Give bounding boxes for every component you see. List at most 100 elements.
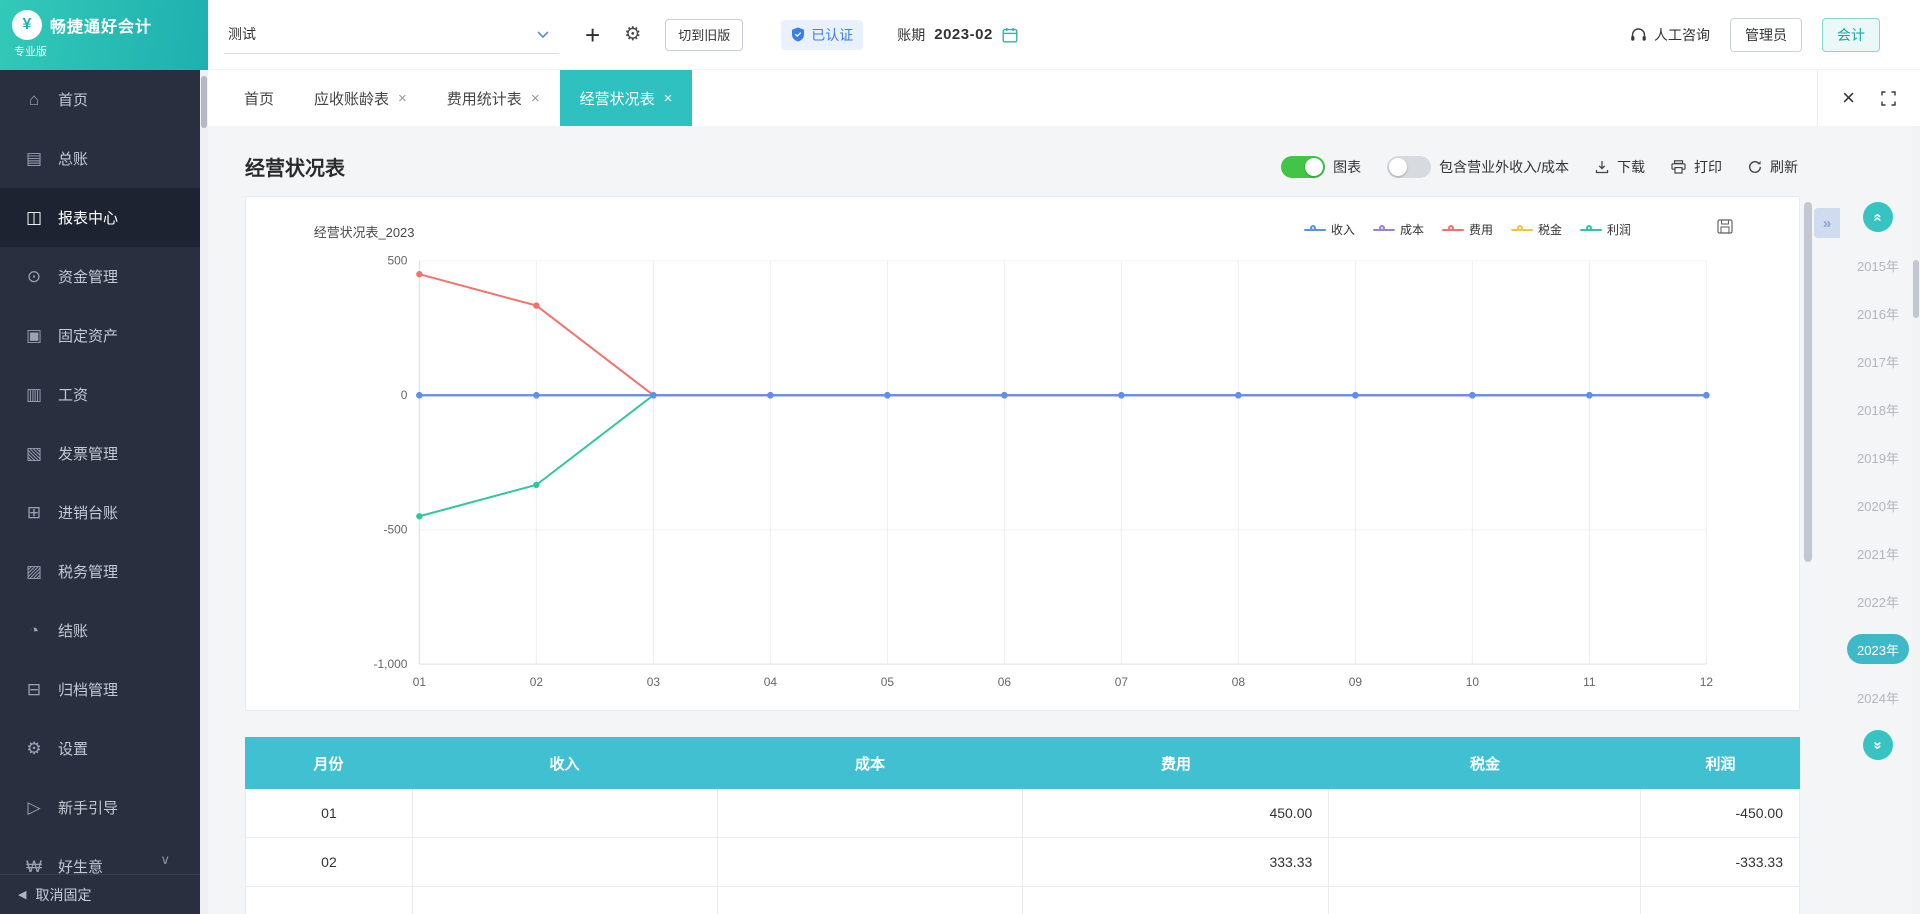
tab-home[interactable]: 首页: [224, 70, 294, 126]
table-cell: [413, 887, 718, 914]
svg-text:10: 10: [1466, 675, 1480, 689]
tabs: 首页 应收账龄表 × 费用统计表 × 经营状况表 ×: [208, 70, 693, 126]
calendar-icon[interactable]: [1002, 27, 1018, 43]
app-logo-icon: ¥: [12, 10, 42, 40]
svg-text:11: 11: [1583, 675, 1596, 689]
collapse-year-panel-button[interactable]: »: [1814, 208, 1840, 238]
year-scroll-down-button[interactable]: »: [1863, 730, 1893, 760]
sidebar-scrollbar[interactable]: [200, 70, 208, 914]
sidebar-item-label: 总账: [58, 151, 89, 168]
print-label: 打印: [1694, 159, 1722, 175]
sidebar-item-fixed-assets[interactable]: ▣ 固定资产: [0, 306, 200, 365]
company-selector[interactable]: 测试: [224, 16, 559, 54]
close-panel-icon[interactable]: ×: [1842, 85, 1855, 110]
sidebar-item-label: 资金管理: [58, 269, 119, 286]
sidebar-item-label: 发票管理: [58, 446, 119, 463]
sidebar-more-chevron-icon[interactable]: ∨: [160, 852, 170, 867]
table-cell: 333.33: [1023, 838, 1330, 886]
legend-item[interactable]: 成本: [1372, 221, 1424, 238]
period-value[interactable]: 2023-02: [934, 26, 993, 43]
accountant-button[interactable]: 会计: [1822, 17, 1880, 52]
tab-receivable-aging[interactable]: 应收账龄表 ×: [294, 70, 427, 126]
year-item[interactable]: 2024年: [1857, 690, 1899, 706]
year-item[interactable]: 2015年: [1857, 258, 1899, 274]
consult-button[interactable]: 人工咨询: [1630, 25, 1710, 45]
svg-text:-1,000: -1,000: [374, 657, 408, 671]
settings-gear-button[interactable]: ⚙: [624, 24, 642, 45]
include-nonoperating-toggle[interactable]: [1387, 156, 1432, 178]
year-item[interactable]: 2017年: [1857, 354, 1899, 370]
admin-button[interactable]: 管理员: [1730, 17, 1802, 52]
tab-close-icon[interactable]: ×: [663, 89, 673, 107]
legend-item[interactable]: 利润: [1579, 221, 1631, 238]
main-content: 经营状况表 图表 包含营业外收入/成本 下载 打印: [208, 126, 1920, 914]
period-label: 账期: [897, 26, 926, 43]
consult-label: 人工咨询: [1654, 26, 1710, 43]
sidebar-item-funds[interactable]: ⊙ 资金管理: [0, 247, 200, 306]
toggle-knob: [1305, 158, 1324, 176]
sidebar-item-purchase-sale[interactable]: ⊞ 进销台账: [0, 483, 200, 542]
legend-item[interactable]: 费用: [1441, 221, 1493, 238]
svg-text:02: 02: [530, 675, 544, 689]
save-image-icon[interactable]: [1717, 219, 1733, 234]
sidebar-item-payroll[interactable]: ▥ 工资: [0, 365, 200, 424]
app-logo: ¥ 畅捷通好会计 专业版: [0, 0, 208, 70]
chart-toggle-label: 图表: [1333, 159, 1362, 175]
year-item[interactable]: 2018年: [1857, 402, 1899, 418]
tab-expense-stats[interactable]: 费用统计表 ×: [427, 70, 560, 126]
year-item[interactable]: 2016年: [1857, 306, 1899, 322]
legend-marker-icon: [1441, 224, 1464, 235]
table-cell: 02: [246, 838, 413, 886]
print-button[interactable]: 打印: [1671, 157, 1722, 177]
year-scroll-up-button[interactable]: «: [1863, 202, 1893, 232]
page-scrollbar-thumb[interactable]: [1913, 260, 1919, 318]
legend-item[interactable]: 税金: [1510, 221, 1562, 238]
table-cell: 450.00: [1023, 789, 1330, 837]
refresh-icon: [1749, 161, 1761, 173]
include-nonoperating-toggle-group: 包含营业外收入/成本: [1387, 156, 1569, 178]
unpin-button[interactable]: ◀ 取消固定: [0, 874, 200, 914]
sidebar-item-report-center[interactable]: ◫ 报表中心: [0, 188, 200, 247]
tab-close-icon[interactable]: ×: [398, 89, 407, 107]
legend-marker-icon: [1510, 224, 1533, 235]
page-scrollbar[interactable]: [1912, 126, 1920, 914]
column-header: 利润: [1705, 755, 1736, 773]
add-account-set-button[interactable]: +: [585, 19, 601, 50]
printer-icon: [1671, 160, 1686, 174]
sidebar-item-guide[interactable]: ▷ 新手引导: [0, 778, 200, 837]
tab-label: 首页: [244, 90, 275, 108]
year-item[interactable]: 2019年: [1857, 450, 1899, 466]
year-list: 2015年 2016年 2017年 2018年 2019年 2020年 2021年 2022年…: [1847, 241, 1909, 721]
unpin-label: 取消固定: [35, 886, 92, 903]
year-item[interactable]: 2023年: [1847, 634, 1909, 664]
sidebar-item-tax[interactable]: ▨ 税务管理: [0, 542, 200, 601]
year-item[interactable]: 2021年: [1857, 546, 1899, 562]
year-item[interactable]: 2022年: [1857, 594, 1899, 610]
refresh-button[interactable]: 刷新: [1748, 157, 1798, 177]
table-cell: [718, 838, 1024, 886]
sidebar-item-general-ledger[interactable]: ▤ 总账: [0, 129, 200, 188]
svg-text:08: 08: [1232, 675, 1246, 689]
legend-label: 利润: [1606, 223, 1631, 237]
chart-toggle[interactable]: [1281, 156, 1326, 178]
content-scrollbar-thumb[interactable]: [1804, 202, 1812, 562]
funds-icon: ⊙: [26, 266, 42, 286]
sidebar-item-settings[interactable]: ⚙ 设置: [0, 719, 200, 778]
sidebar-item-archive[interactable]: ⊟ 归档管理: [0, 660, 200, 719]
download-button[interactable]: 下载: [1595, 157, 1645, 177]
tab-label: 费用统计表: [446, 90, 522, 108]
sidebar-item-invoice[interactable]: ▧ 发票管理: [0, 424, 200, 483]
tab-operating-status[interactable]: 经营状况表 ×: [559, 70, 693, 126]
tab-close-icon[interactable]: ×: [530, 89, 540, 107]
purchase-sale-icon: ⊞: [26, 502, 42, 522]
sidebar-scrollbar-thumb[interactable]: [201, 76, 207, 128]
legend-item[interactable]: 收入: [1303, 221, 1355, 238]
sidebar-item-product[interactable]: ₩ 好生意: [0, 837, 200, 875]
sidebar-item-home[interactable]: ⌂ 首页: [0, 70, 200, 129]
fullscreen-expand-icon[interactable]: [1881, 90, 1896, 106]
sidebar-item-closing[interactable]: ◔ 结账: [0, 601, 200, 660]
switch-old-version-button[interactable]: 切到旧版: [665, 18, 744, 51]
table-cell: -450.00: [1641, 789, 1800, 837]
year-item[interactable]: 2020年: [1857, 498, 1899, 514]
